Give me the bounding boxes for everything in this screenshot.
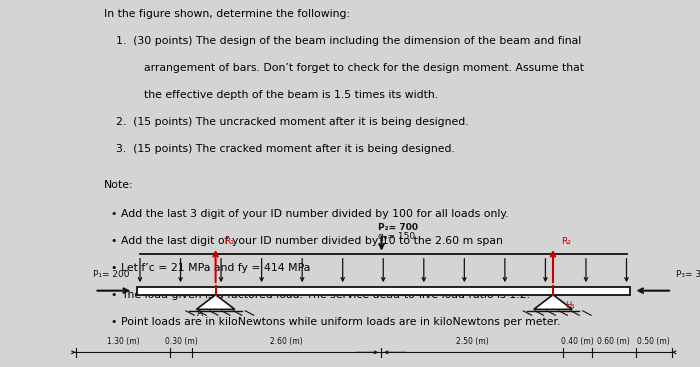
Text: P₃= 300: P₃= 300	[676, 270, 700, 279]
Text: Add the last 3 digit of your ID number divided by 100 for all loads only.: Add the last 3 digit of your ID number d…	[121, 209, 509, 219]
Text: 2.50 (m): 2.50 (m)	[456, 337, 489, 346]
Text: R₂: R₂	[561, 236, 571, 246]
Text: 0.30 (m): 0.30 (m)	[164, 337, 197, 346]
Text: •: •	[111, 317, 117, 327]
Text: 0.50 (m): 0.50 (m)	[638, 337, 670, 346]
Text: the effective depth of the beam is 1.5 times its width.: the effective depth of the beam is 1.5 t…	[116, 90, 438, 101]
Text: Let f’c = 21 MPa and fy = 414 MPa: Let f’c = 21 MPa and fy = 414 MPa	[121, 263, 311, 273]
Text: H₁: H₁	[566, 301, 575, 310]
Text: •: •	[111, 209, 117, 219]
Text: R₁: R₁	[224, 236, 234, 246]
Text: P₁= 200: P₁= 200	[93, 270, 130, 279]
Text: 2.  (15 points) The uncracked moment after it is being designed.: 2. (15 points) The uncracked moment afte…	[116, 117, 469, 127]
Text: P₂= 700: P₂= 700	[378, 223, 418, 232]
Text: Point loads are in kiloNewtons while uniform loads are in kiloNewtons per meter.: Point loads are in kiloNewtons while uni…	[121, 317, 561, 327]
Text: •: •	[111, 290, 117, 300]
Text: 2.60 (m): 2.60 (m)	[270, 337, 303, 346]
Text: Add the last digit of your ID number divided by 10 to the 2.60 m span: Add the last digit of your ID number div…	[121, 236, 503, 246]
Text: 0.40 (m): 0.40 (m)	[561, 337, 594, 346]
Text: 3.  (15 points) The cracked moment after it is being designed.: 3. (15 points) The cracked moment after …	[116, 145, 455, 155]
Text: •: •	[111, 236, 117, 246]
Text: arrangement of bars. Don’t forget to check for the design moment. Assume that: arrangement of bars. Don’t forget to che…	[116, 63, 584, 73]
Polygon shape	[196, 295, 235, 309]
Text: Note:: Note:	[104, 179, 133, 190]
Bar	[136, 287, 630, 295]
Text: •: •	[111, 263, 117, 273]
Text: In the figure shown, determine the following:: In the figure shown, determine the follo…	[104, 10, 350, 19]
Text: qᵤ= 150: qᵤ= 150	[378, 232, 415, 241]
Polygon shape	[533, 295, 573, 309]
Text: 0.60 (m): 0.60 (m)	[597, 337, 630, 346]
Text: 1.  (30 points) The design of the beam including the dimension of the beam and f: 1. (30 points) The design of the beam in…	[116, 36, 582, 46]
Text: 1.30 (m): 1.30 (m)	[106, 337, 139, 346]
Text: The load given is a factored load. The service dead-to-live load ratio is 1:2.: The load given is a factored load. The s…	[121, 290, 530, 300]
Text: A: A	[197, 309, 203, 318]
